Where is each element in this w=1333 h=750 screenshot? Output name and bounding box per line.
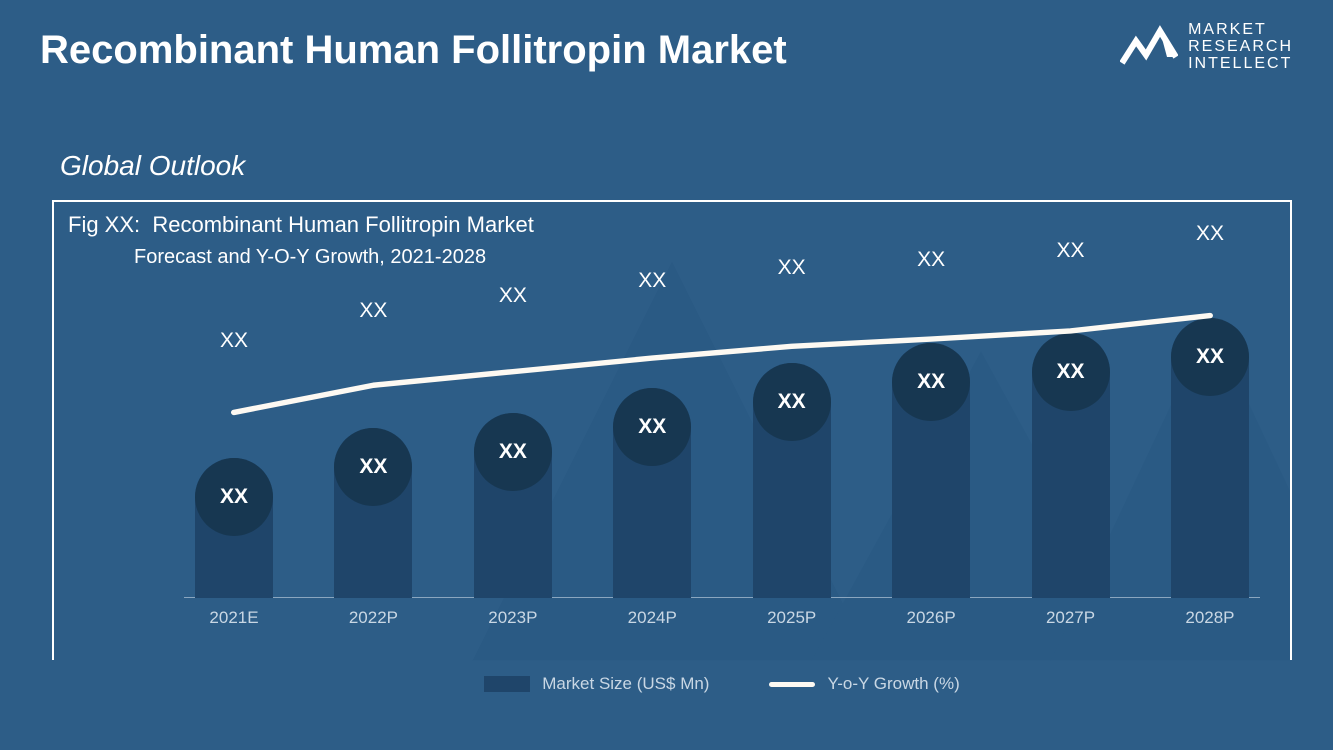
figure-subcaption: Forecast and Y-O-Y Growth, 2021-2028 xyxy=(134,246,486,269)
bar: XX xyxy=(195,458,273,598)
bar-value-circle: XX xyxy=(753,363,831,441)
x-axis-label: 2024P xyxy=(602,608,702,628)
bar-slot: XX xyxy=(1021,333,1121,598)
x-axis-label: 2021E xyxy=(184,608,284,628)
logo-line2: RESEARCH xyxy=(1188,39,1293,56)
bar-slot: XX xyxy=(742,363,842,598)
growth-label: XX xyxy=(323,299,423,323)
bar-value-circle: XX xyxy=(195,458,273,536)
x-axis-labels: 2021E 2022P 2023P 2024P 2025P 2026P 2027P 2028P xyxy=(184,608,1260,628)
bar-slot: XX xyxy=(323,428,423,598)
x-axis-label: 2027P xyxy=(1021,608,1121,628)
legend-swatch-bar xyxy=(484,676,530,692)
growth-label: XX xyxy=(1160,222,1260,246)
bar-slot: XX xyxy=(602,388,702,598)
fig-prefix: Fig XX: xyxy=(68,212,140,237)
bar-value-circle: XX xyxy=(1032,333,1110,411)
legend-swatch-line xyxy=(769,682,815,687)
logo-line3: INTELLECT xyxy=(1188,56,1293,73)
bar: XX xyxy=(474,413,552,598)
bar: XX xyxy=(892,343,970,598)
bar-slot: XX xyxy=(184,458,284,598)
bar-slot: XX xyxy=(463,413,563,598)
bars-row: XX XX XX XX XX XX XX XX xyxy=(184,298,1260,598)
chart-frame: Fig XX: Recombinant Human Follitropin Ma… xyxy=(52,200,1292,660)
subtitle: Global Outlook xyxy=(60,150,245,182)
page: Recombinant Human Follitropin Market MAR… xyxy=(0,0,1333,750)
logo-line1: MARKET xyxy=(1188,22,1293,39)
brand-logo: MARKET RESEARCH INTELLECT xyxy=(1120,22,1293,72)
bar: XX xyxy=(613,388,691,598)
plot-area: XXXXXXXXXXXXXXXX 2021E2022P2023P2024P202… xyxy=(184,292,1260,660)
growth-label: XX xyxy=(184,329,284,353)
page-title: Recombinant Human Follitropin Market xyxy=(40,28,787,73)
bar-value-circle: XX xyxy=(334,428,412,506)
x-axis-label: 2026P xyxy=(881,608,981,628)
bar-value-circle: XX xyxy=(474,413,552,491)
legend-item-line: Y-o-Y Growth (%) xyxy=(769,674,959,694)
bar-value-circle: XX xyxy=(1171,318,1249,396)
figure-caption: Fig XX: Recombinant Human Follitropin Ma… xyxy=(68,212,534,238)
logo-text: MARKET RESEARCH INTELLECT xyxy=(1188,22,1293,72)
bar-value-circle: XX xyxy=(613,388,691,466)
x-axis-label: 2022P xyxy=(323,608,423,628)
bar-slot: XX xyxy=(1160,318,1260,598)
legend-item-bar: Market Size (US$ Mn) xyxy=(484,674,709,694)
bar: XX xyxy=(334,428,412,598)
growth-label: XX xyxy=(742,256,842,280)
growth-label: XX xyxy=(463,284,563,308)
bar-value-circle: XX xyxy=(892,343,970,421)
logo-icon xyxy=(1120,23,1178,71)
bar: XX xyxy=(1032,333,1110,598)
bar: XX xyxy=(1171,318,1249,598)
growth-label: XX xyxy=(881,248,981,272)
legend: Market Size (US$ Mn) Y-o-Y Growth (%) xyxy=(184,674,1260,694)
x-axis-label: 2028P xyxy=(1160,608,1260,628)
bar: XX xyxy=(753,363,831,598)
x-axis-label: 2025P xyxy=(742,608,842,628)
growth-label: XX xyxy=(602,269,702,293)
legend-bar-label: Market Size (US$ Mn) xyxy=(542,674,709,694)
fig-title: Recombinant Human Follitropin Market xyxy=(152,212,534,237)
x-axis-label: 2023P xyxy=(463,608,563,628)
growth-label: XX xyxy=(1021,239,1121,263)
legend-line-label: Y-o-Y Growth (%) xyxy=(827,674,959,694)
bar-slot: XX xyxy=(881,343,981,598)
